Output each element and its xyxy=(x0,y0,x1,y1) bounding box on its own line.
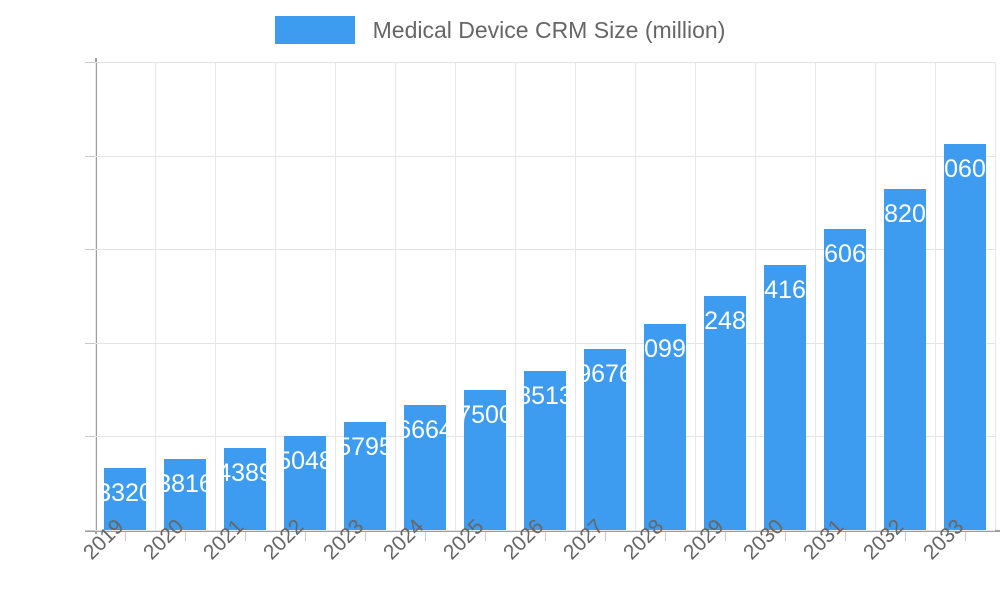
gridline-x-4 xyxy=(335,62,336,530)
bar-rect-2031[interactable] xyxy=(824,229,866,530)
gridline-x-15 xyxy=(995,62,996,530)
gridline-x-0 xyxy=(95,62,96,530)
bar-2021[interactable]: 4389 xyxy=(224,62,266,530)
bar-2029[interactable]: 12483 xyxy=(704,62,746,530)
bar-rect-2033[interactable] xyxy=(944,144,986,530)
y-axis-line xyxy=(95,58,97,534)
x-tick-mark-2022 xyxy=(305,532,306,541)
bar-2027[interactable]: 9676 xyxy=(584,62,626,530)
x-axis-line xyxy=(85,530,1000,532)
bar-rect-2032[interactable] xyxy=(884,189,926,530)
bar-rect-2020[interactable] xyxy=(164,458,206,530)
x-tick-mark-2027 xyxy=(605,532,606,541)
gridline-x-3 xyxy=(275,62,276,530)
y-tick-mark-0 xyxy=(85,530,95,531)
gridline-x-5 xyxy=(395,62,396,530)
gridline-x-6 xyxy=(455,62,456,530)
bar-rect-2024[interactable] xyxy=(404,405,446,530)
y-tick-mark-5000 xyxy=(85,436,95,438)
x-tick-mark-2029 xyxy=(725,532,726,541)
bar-rect-2022[interactable] xyxy=(284,435,326,530)
x-tick-mark-2023 xyxy=(365,532,366,541)
x-tick-mark-2031 xyxy=(845,532,846,541)
gridline-y-0 xyxy=(95,530,995,531)
plot-area: 3320 3816 4389 5048 5795 6664 7500 8513 9676 1099… xyxy=(95,62,996,531)
x-tick-mark-2020 xyxy=(185,532,186,541)
legend-label-medical-device-crm[interactable]: Medical Device CRM Size (million) xyxy=(372,17,726,43)
bar-2032[interactable]: 18205 xyxy=(884,62,926,530)
y-tick-mark-20000 xyxy=(85,155,95,157)
gridline-y-20000 xyxy=(95,155,995,157)
gridline-x-12 xyxy=(815,62,816,530)
bar-2026[interactable]: 8513 xyxy=(524,62,566,530)
chart-legend: Medical Device CRM Size (million) xyxy=(0,16,1000,44)
bar-rect-2025[interactable] xyxy=(464,389,506,530)
x-tick-mark-2019 xyxy=(125,532,126,541)
bar-2030[interactable]: 14165 xyxy=(764,62,806,530)
gridline-x-7 xyxy=(515,62,516,530)
y-tick-mark-25000 xyxy=(85,62,95,63)
legend-swatch-medical-device-crm[interactable] xyxy=(274,16,355,44)
x-tick-mark-2028 xyxy=(665,532,666,541)
bar-2019[interactable]: 3320 xyxy=(104,62,146,530)
bar-2024[interactable]: 6664 xyxy=(404,62,446,530)
x-tick-mark-2030 xyxy=(785,532,786,541)
gridline-y-15000 xyxy=(95,249,995,251)
x-tick-mark-2026 xyxy=(545,532,546,541)
bar-2023[interactable]: 5795 xyxy=(344,62,386,530)
bar-rect-2027[interactable] xyxy=(584,348,626,530)
bar-2025[interactable]: 7500 xyxy=(464,62,506,530)
bar-2022[interactable]: 5048 xyxy=(284,62,326,530)
x-tick-mark-2025 xyxy=(485,532,486,541)
bar-rect-2028[interactable] xyxy=(644,324,686,530)
x-tick-mark-2024 xyxy=(425,532,426,541)
bar-2031[interactable]: 16065 xyxy=(824,62,866,530)
gridline-x-10 xyxy=(695,62,696,530)
gridline-y-10000 xyxy=(95,342,995,344)
x-tick-mark-2032 xyxy=(905,532,906,541)
bar-rect-2029[interactable] xyxy=(704,296,746,530)
bar-rect-2019[interactable] xyxy=(104,467,146,530)
y-tick-mark-10000 xyxy=(85,342,95,344)
bar-2028[interactable]: 10996 xyxy=(644,62,686,530)
x-tick-mark-2033 xyxy=(965,532,966,541)
bar-rect-2026[interactable] xyxy=(524,370,566,530)
gridline-x-1 xyxy=(155,62,156,530)
gridline-x-13 xyxy=(875,62,876,530)
gridline-x-8 xyxy=(575,62,576,530)
bar-rect-2023[interactable] xyxy=(344,421,386,530)
y-tick-mark-15000 xyxy=(85,249,95,251)
x-tick-mark-2021 xyxy=(245,532,246,541)
gridline-x-11 xyxy=(755,62,756,530)
gridline-x-14 xyxy=(935,62,936,530)
bar-rect-2021[interactable] xyxy=(224,447,266,530)
gridline-y-25000 xyxy=(95,62,995,63)
bar-2033[interactable]: 20603 xyxy=(944,62,986,530)
bar-2020[interactable]: 3816 xyxy=(164,62,206,530)
gridline-x-9 xyxy=(635,62,636,530)
gridline-x-2 xyxy=(215,62,216,530)
bar-rect-2030[interactable] xyxy=(764,264,806,530)
